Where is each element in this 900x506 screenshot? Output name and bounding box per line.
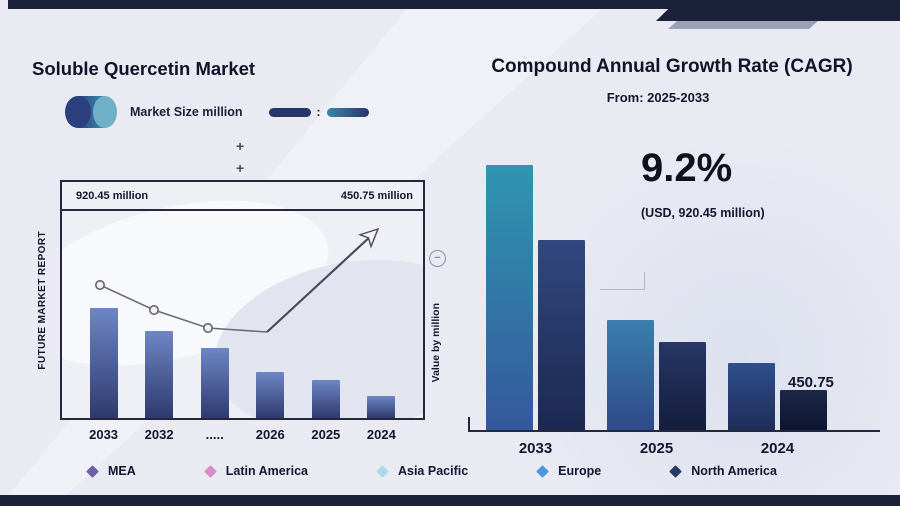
market-size-legend: Market Size million :	[64, 94, 369, 130]
year-label-2025: 2025	[311, 427, 341, 442]
left-bars	[62, 206, 423, 418]
year-label-.....: .....	[205, 427, 224, 442]
plus-icon: +	[236, 138, 245, 154]
year-label-2026: 2026	[255, 427, 285, 442]
market-size-chart: 920.45 million 450.75 million	[60, 180, 425, 420]
diamond-icon	[376, 464, 389, 478]
top-gray-band	[668, 21, 818, 29]
diamond-icon	[536, 464, 550, 478]
diamond-icon	[669, 464, 683, 478]
legend-item-latin-america: Latin America	[203, 464, 308, 478]
diamond-icon	[203, 464, 217, 478]
legend-item-asia-pacific: Asia Pacific	[376, 464, 469, 478]
cagr-bar-2025-low	[659, 342, 706, 430]
left-xlabels: 2033 2032..... 2026 2025 2024	[62, 427, 423, 442]
right-xlabels: 2033 2025 2024	[468, 440, 880, 457]
top-accent-bar	[8, 0, 900, 9]
legend-label: Asia Pacific	[397, 464, 469, 478]
cagr-bar-2033-high	[486, 165, 533, 430]
market-size-bar-.....	[200, 348, 229, 418]
annotation-min-value: 450.75 million	[340, 190, 413, 202]
minus-circle-icon: −	[429, 250, 446, 267]
cagr-group-2024	[728, 363, 827, 430]
market-size-bar-2032	[145, 331, 174, 418]
cagr-year-label-2025: 2025	[639, 440, 674, 457]
pill-gradient-icon	[326, 107, 369, 117]
legend-item-europe: Europe	[536, 464, 602, 478]
diamond-icon	[86, 464, 99, 478]
legend-label: Latin America	[225, 464, 308, 478]
market-size-bar-2024	[367, 396, 396, 418]
cagr-group-2033	[486, 165, 585, 430]
legend-label: MEA	[108, 464, 136, 478]
trend-arrow	[95, 227, 380, 333]
side-label-text: FUTURE MARKET REPORT	[36, 230, 48, 370]
legend-item-mea: MEA	[86, 464, 136, 478]
year-label-2033: 2033	[89, 427, 119, 442]
legend-item-north-america: North America	[669, 464, 777, 478]
region-legend: MEA Latin America Asia Pacific Europe North …	[86, 464, 777, 478]
legend-label: Europe	[558, 464, 602, 478]
market-size-bar-2033	[89, 308, 118, 418]
value-axis-label: Value by million	[428, 268, 444, 418]
cagr-note: (USD, 920.45 million)	[641, 206, 765, 220]
cagr-bar-2024-high	[728, 363, 775, 430]
step-bracket-decoration	[600, 272, 645, 290]
right-groups	[468, 160, 880, 432]
market-size-bar-2026	[256, 372, 285, 418]
cagr-bar-2025-high	[607, 320, 654, 430]
cagr-year-label-2033: 2033	[518, 440, 553, 457]
year-label-2032: 2032	[144, 427, 174, 442]
bottom-accent-bar	[0, 495, 900, 506]
cylinder-icon	[65, 96, 117, 128]
side-label-text: Value by million	[430, 303, 442, 383]
top-accent-bar-right	[656, 9, 900, 21]
annotation-divider-line	[62, 209, 423, 211]
cagr-bar-2033-low	[538, 240, 585, 430]
market-size-legend-label: Market Size million	[130, 105, 243, 119]
future-market-report-label: FUTURE MARKET REPORT	[34, 182, 50, 418]
cagr-bar-2024-low	[780, 390, 827, 430]
pill-dark-icon	[268, 107, 311, 117]
data-label-450: 450.75	[788, 374, 834, 391]
cagr-year-label-2024: 2024	[760, 440, 795, 457]
page-title: Soluble Quercetin Market	[32, 58, 256, 79]
cagr-group-2025	[607, 320, 706, 430]
market-size-bar-2025	[311, 380, 340, 418]
plus-icon: +	[236, 160, 245, 176]
minus-glyph: −	[434, 252, 441, 264]
cagr-subtitle: From: 2025-2033	[606, 90, 710, 105]
year-label-2024: 2024	[366, 427, 396, 442]
cagr-value: 9.2%	[641, 146, 733, 190]
pill-separator: :	[316, 105, 321, 119]
cagr-title: Compound Annual Growth Rate (CAGR)	[491, 56, 853, 77]
annotation-max-value: 920.45 million	[76, 190, 149, 202]
legend-label: North America	[691, 464, 777, 478]
